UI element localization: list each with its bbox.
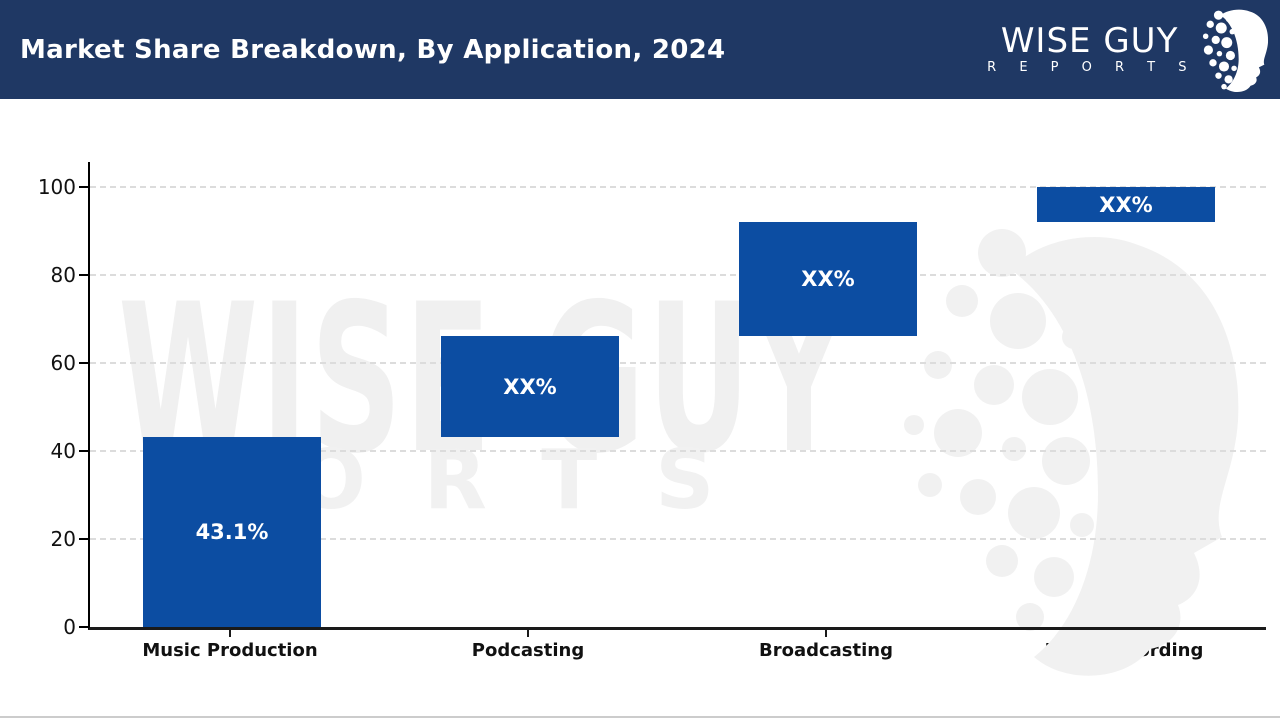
y-tick-label: 0 xyxy=(63,615,76,639)
y-tick-mark xyxy=(79,626,88,628)
logo-face-icon xyxy=(1202,9,1269,92)
y-tick-mark xyxy=(79,186,88,188)
bottom-divider xyxy=(0,716,1280,718)
y-tick-mark xyxy=(79,362,88,364)
gridline-100 xyxy=(90,186,1266,188)
x-tick-label: Broadcasting xyxy=(759,640,893,661)
gridline-40 xyxy=(90,450,1266,452)
y-tick-label: 20 xyxy=(50,527,76,551)
bar-value-label: 43.1% xyxy=(195,520,269,545)
chart-title: Market Share Breakdown, By Application, … xyxy=(20,34,726,65)
y-tick-label: 60 xyxy=(50,351,76,375)
x-tick-label: Podcasting xyxy=(471,640,585,661)
x-tick-label: Music Production xyxy=(142,640,318,661)
plot-area: 43.1% XX% XX% XX% xyxy=(88,162,1266,630)
bar-field-recording: XX% xyxy=(1037,187,1215,223)
y-tick-mark xyxy=(79,274,88,276)
brand-logo: WISE GUY R E P O R T S xyxy=(983,6,1280,94)
bar-value-label: XX% xyxy=(801,267,855,292)
x-tick-mark xyxy=(229,630,231,637)
bar-value-label: XX% xyxy=(1099,192,1153,217)
y-tick-mark xyxy=(79,538,88,540)
header-bar: Market Share Breakdown, By Application, … xyxy=(0,0,1280,99)
y-tick-mark xyxy=(79,450,88,452)
bar-value-label: XX% xyxy=(503,374,557,399)
gridline-60 xyxy=(90,362,1266,364)
gridline-20 xyxy=(90,538,1266,540)
y-tick-label: 100 xyxy=(37,175,76,199)
watermark-face-icon xyxy=(904,229,1239,676)
brand-name: WISE GUY xyxy=(1000,21,1179,62)
bar-music-production: 43.1% xyxy=(143,437,321,627)
brand-logo-text: WISE GUY R E P O R T S xyxy=(983,21,1196,75)
bar-broadcasting: XX% xyxy=(739,222,917,337)
gridline-80 xyxy=(90,274,1266,276)
x-tick-mark xyxy=(825,630,827,637)
bar-podcasting: XX% xyxy=(441,336,619,438)
brand-subname: R E P O R T S xyxy=(987,59,1196,75)
x-tick-mark xyxy=(527,630,529,637)
y-tick-label: 40 xyxy=(50,439,76,463)
y-tick-label: 80 xyxy=(50,263,76,287)
